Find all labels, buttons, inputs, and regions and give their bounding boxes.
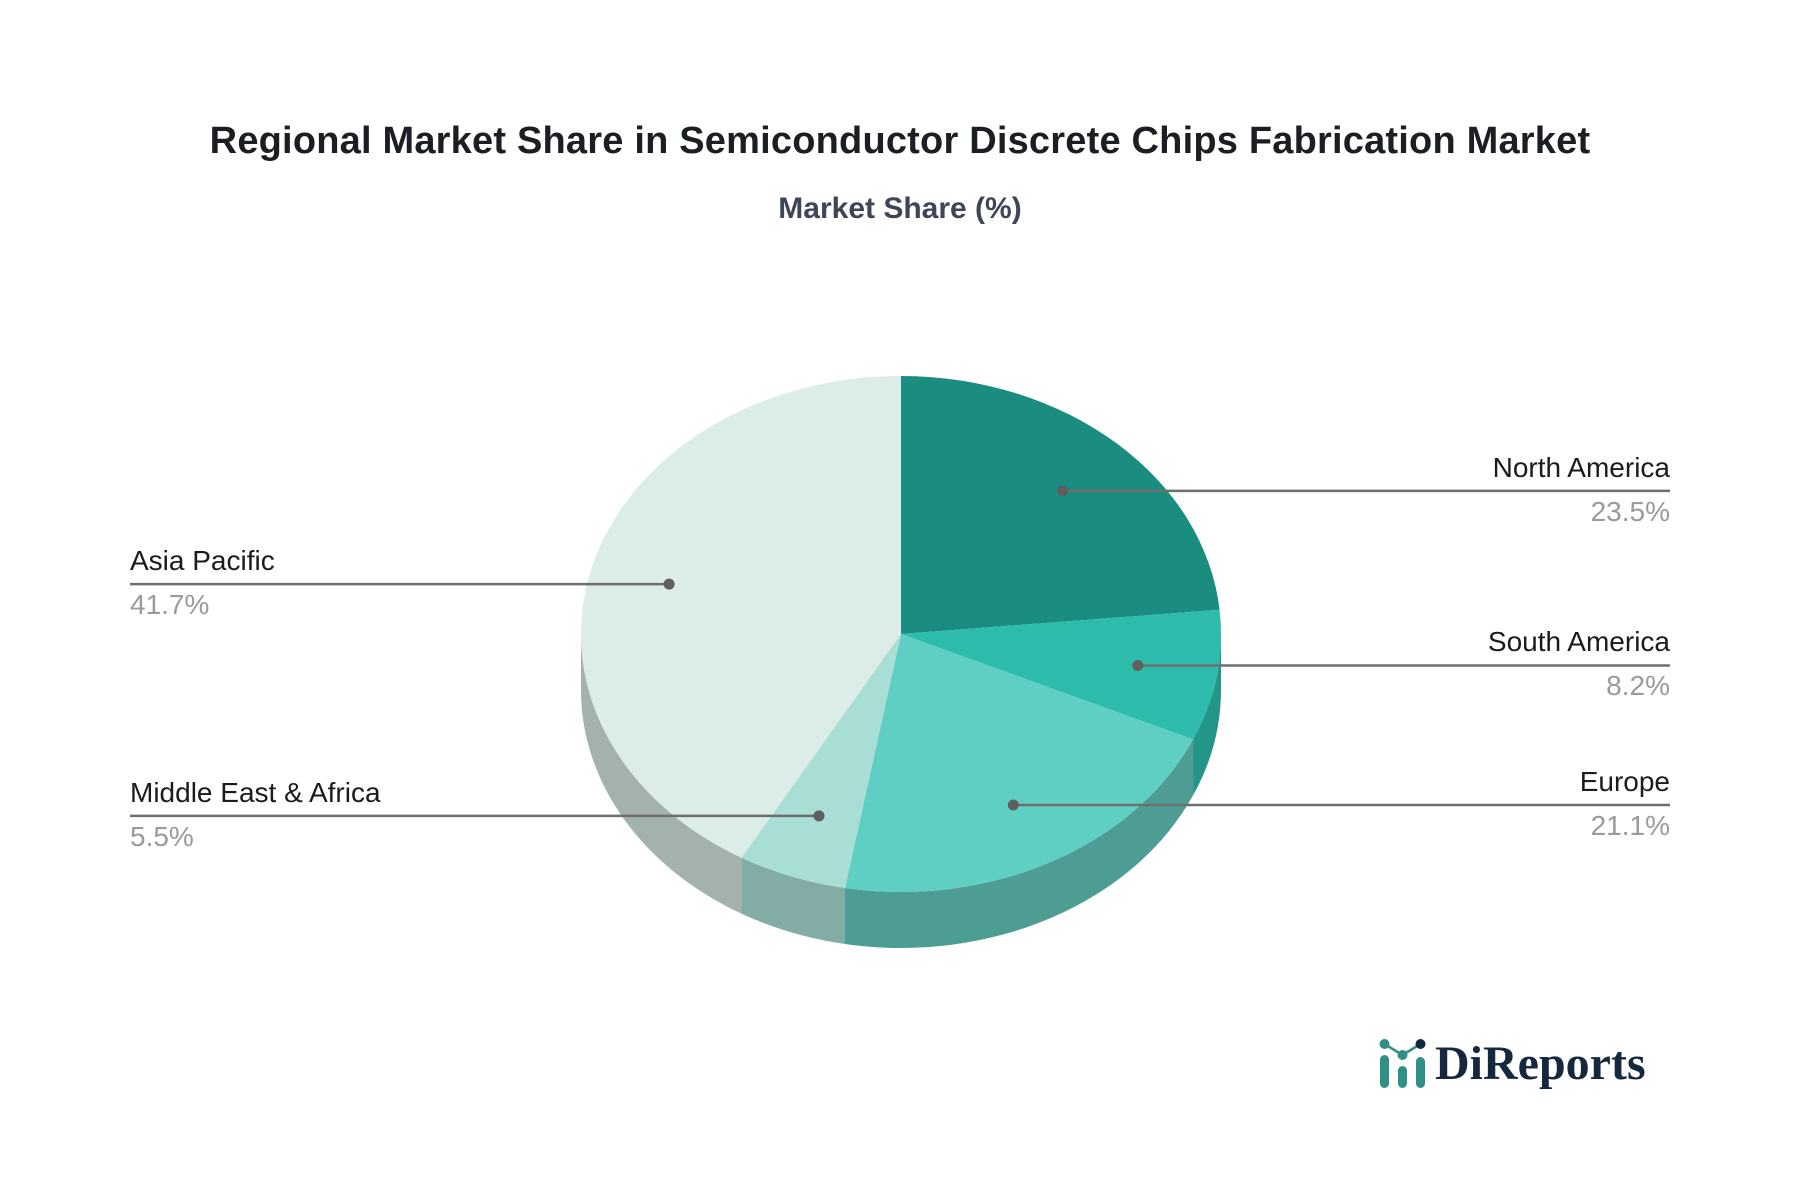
slice-name: South America — [1487, 626, 1670, 658]
pie-slice-middle-east-africa[interactable] — [741, 634, 901, 889]
slice-name: Europe — [1579, 766, 1670, 797]
pie-label-europe: Europe 21.1% — [1580, 765, 1670, 843]
chart-title: Regional Market Share in Semiconductor D… — [209, 120, 1591, 162]
leader-dot-asia-pacific — [663, 578, 675, 590]
pie-slice-side-europe — [844, 739, 1194, 948]
brand-logo-text: DiReports — [1435, 1037, 1646, 1090]
slice-name: Asia Pacific — [130, 545, 275, 577]
leader-dot-north-america — [1057, 485, 1069, 497]
pie-slice-side-asia-pacific — [581, 634, 742, 914]
slice-percentage: 5.5% — [130, 820, 194, 852]
pie-label-asia-pacific: Asia Pacific 41.7% — [130, 544, 275, 622]
slice-percentage: 21.1% — [1590, 810, 1670, 841]
pie-slice-side-middle-east-africa — [741, 857, 845, 945]
slice-percentage: 8.2% — [1606, 670, 1670, 702]
brand-logo: DiReports — [1378, 1036, 1646, 1092]
slice-percentage: 41.7% — [130, 589, 210, 621]
pie-slice-north-america[interactable] — [901, 376, 1220, 634]
bar-chart-trend-icon — [1379, 1039, 1426, 1088]
pie-label-north-america: North America 23.5% — [1493, 451, 1670, 529]
slice-percentage: 23.5% — [1590, 495, 1670, 527]
pie-label-middle-east-africa: Middle East & Africa 5.5% — [130, 776, 381, 854]
leader-dot-south-america — [1132, 659, 1144, 671]
slice-name: North America — [1492, 451, 1670, 483]
chart-subtitle: Market Share (%) — [778, 192, 1022, 225]
pie-label-south-america: South America 8.2% — [1488, 625, 1670, 703]
pie-slice-asia-pacific[interactable] — [581, 376, 901, 858]
pie-slice-europe[interactable] — [844, 634, 1194, 892]
slice-name: Middle East & Africa — [130, 776, 381, 808]
pie-slice-side-south-america — [1193, 634, 1221, 796]
leader-dot-middle-east-africa — [813, 810, 825, 822]
pie-slice-south-america[interactable] — [901, 609, 1221, 740]
leader-dot-europe — [1007, 799, 1019, 811]
